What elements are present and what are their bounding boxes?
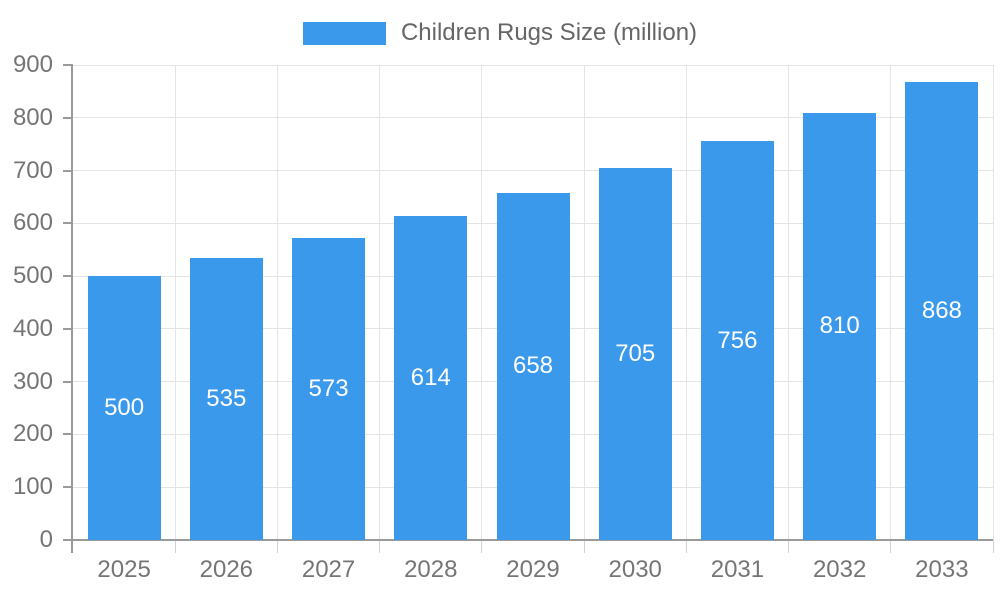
bar-2031[interactable]: 756 bbox=[700, 141, 774, 540]
y-axis-tick bbox=[63, 169, 73, 172]
y-axis-tick bbox=[63, 222, 73, 225]
x-axis-tick bbox=[379, 540, 381, 553]
y-axis-tick-label: 100 bbox=[12, 473, 53, 501]
y-axis-tick bbox=[63, 64, 73, 66]
v-gridline bbox=[174, 65, 176, 540]
bar-value-label: 658 bbox=[512, 352, 554, 380]
x-axis-tick-label: 2031 bbox=[710, 556, 765, 583]
y-axis-tick-label: 0 bbox=[39, 526, 53, 553]
v-gridline bbox=[788, 65, 790, 540]
h-gridline bbox=[73, 117, 993, 119]
y-axis-tick bbox=[63, 275, 73, 278]
v-gridline bbox=[379, 65, 381, 540]
y-axis-tick-label: 800 bbox=[12, 103, 53, 131]
x-axis-tick-label: 2032 bbox=[812, 556, 867, 583]
x-axis-line bbox=[73, 539, 993, 541]
v-gridline bbox=[890, 65, 892, 540]
y-axis-tick bbox=[63, 486, 73, 489]
y-axis-tick bbox=[63, 433, 73, 436]
h-gridline bbox=[73, 64, 993, 66]
v-gridline bbox=[583, 65, 585, 540]
y-axis-tick-label: 900 bbox=[12, 51, 53, 78]
bar-value-label: 535 bbox=[206, 384, 247, 412]
h-gridline bbox=[73, 170, 993, 172]
x-axis-tick-label: 2027 bbox=[301, 556, 356, 583]
x-axis-tick bbox=[174, 540, 176, 553]
x-axis-tick-label: 2030 bbox=[608, 556, 662, 583]
y-axis-tick-label: 500 bbox=[12, 262, 53, 290]
x-axis-tick bbox=[481, 540, 483, 553]
v-gridline bbox=[276, 65, 278, 540]
bar-2025[interactable]: 500 bbox=[87, 276, 161, 540]
y-axis-tick bbox=[63, 539, 73, 541]
bar-value-label: 573 bbox=[308, 374, 349, 402]
legend-swatch[interactable] bbox=[302, 21, 386, 45]
bar-2030[interactable]: 705 bbox=[598, 167, 672, 540]
bar-2026[interactable]: 535 bbox=[189, 257, 263, 540]
bar-2032[interactable]: 810 bbox=[803, 112, 877, 540]
y-axis-tick-label: 400 bbox=[12, 314, 53, 342]
v-gridline bbox=[481, 65, 483, 540]
bar-2028[interactable]: 614 bbox=[394, 215, 468, 540]
v-gridline bbox=[992, 65, 994, 540]
bar-value-label: 500 bbox=[104, 394, 145, 422]
bar-value-label: 705 bbox=[615, 339, 656, 367]
v-gridline bbox=[685, 65, 687, 540]
y-axis-tick bbox=[63, 380, 73, 383]
bar-2033[interactable]: 868 bbox=[905, 81, 979, 540]
y-axis-tick-label: 300 bbox=[12, 367, 53, 395]
y-axis-line bbox=[71, 65, 73, 553]
bar-value-label: 810 bbox=[819, 312, 860, 340]
bar-value-label: 614 bbox=[410, 363, 451, 391]
x-axis-tick bbox=[890, 540, 892, 553]
x-axis-tick-label: 2028 bbox=[404, 556, 458, 583]
legend-label[interactable]: Children Rugs Size (million) bbox=[400, 19, 698, 46]
bar-value-label: 868 bbox=[921, 296, 962, 324]
y-axis-tick bbox=[63, 327, 73, 330]
x-axis-tick bbox=[685, 540, 687, 553]
bar-value-label: 756 bbox=[717, 326, 758, 354]
bar-2027[interactable]: 573 bbox=[292, 237, 366, 540]
y-axis-tick-label: 700 bbox=[12, 156, 53, 184]
y-axis-tick-label: 200 bbox=[12, 420, 53, 448]
y-axis-tick bbox=[63, 116, 73, 119]
bar-2029[interactable]: 658 bbox=[496, 192, 570, 540]
x-axis-tick bbox=[276, 540, 278, 553]
legend: Children Rugs Size (million) bbox=[0, 21, 1000, 45]
x-axis-tick bbox=[583, 540, 585, 553]
y-axis-tick-label: 600 bbox=[12, 209, 53, 237]
x-axis-tick bbox=[992, 540, 994, 553]
x-axis-tick-label: 2029 bbox=[506, 556, 560, 583]
x-axis-tick-label: 2026 bbox=[199, 556, 254, 583]
x-axis-tick-label: 2025 bbox=[97, 556, 151, 583]
x-axis-tick-label: 2033 bbox=[915, 556, 969, 583]
x-axis-tick bbox=[788, 540, 790, 553]
